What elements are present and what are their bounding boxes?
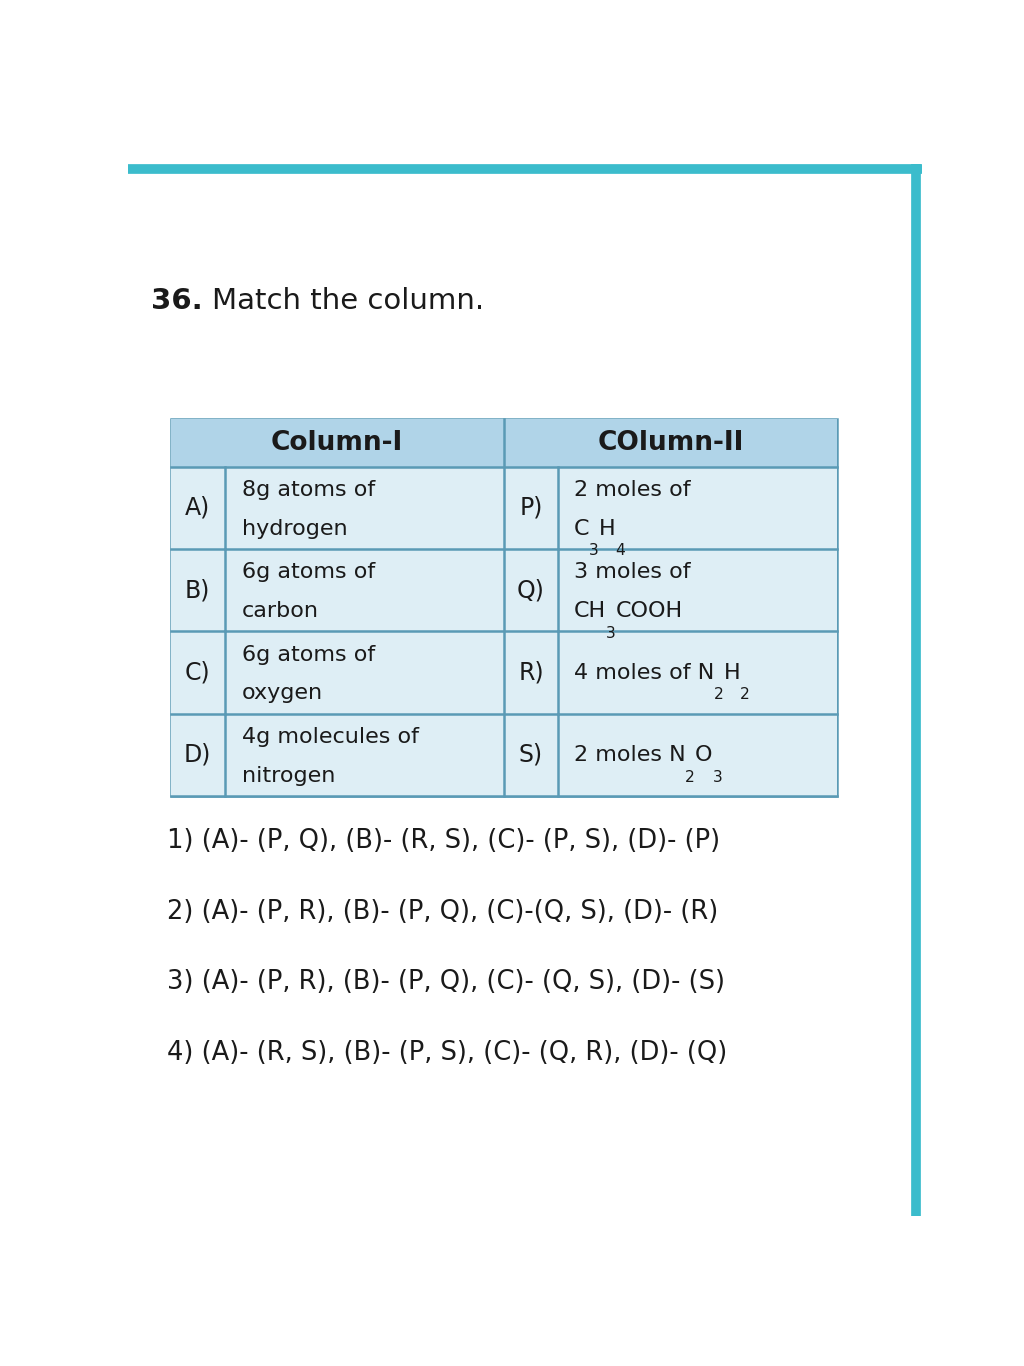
Text: 2 moles N: 2 moles N (573, 744, 685, 765)
Text: 2: 2 (740, 687, 750, 702)
Text: C): C) (185, 661, 211, 684)
Text: A): A) (185, 496, 210, 519)
Bar (504, 467, 838, 549)
Bar (504, 631, 838, 713)
Text: 36.: 36. (152, 287, 203, 316)
Text: COOH: COOH (615, 601, 683, 622)
Text: H: H (599, 519, 615, 538)
Text: C: C (573, 519, 589, 538)
Text: 4) (A)- (R, S), (B)- (P, S), (C)- (Q, R), (D)- (Q): 4) (A)- (R, S), (B)- (P, S), (C)- (Q, R)… (167, 1041, 727, 1067)
Text: Column-I: Column-I (271, 430, 403, 456)
Text: 4 moles of N: 4 moles of N (573, 663, 714, 683)
Text: 2: 2 (714, 687, 724, 702)
Text: nitrogen: nitrogen (242, 766, 335, 785)
Text: carbon: carbon (242, 601, 318, 622)
Text: 2 moles of: 2 moles of (573, 479, 690, 500)
Text: 8g atoms of: 8g atoms of (242, 479, 375, 500)
Text: 3 moles of: 3 moles of (573, 563, 690, 582)
Text: 2) (A)- (P, R), (B)- (P, Q), (C)-(Q, S), (D)- (R): 2) (A)- (P, R), (B)- (P, Q), (C)-(Q, S),… (167, 899, 718, 925)
Bar (504, 549, 838, 631)
Text: P): P) (519, 496, 543, 519)
Text: B): B) (185, 578, 211, 602)
Text: 4g molecules of: 4g molecules of (242, 727, 419, 747)
Text: 6g atoms of: 6g atoms of (242, 563, 375, 582)
Bar (171, 419, 838, 796)
Text: R): R) (518, 661, 544, 684)
Text: 3: 3 (589, 544, 599, 559)
Text: 2: 2 (685, 769, 695, 784)
Text: CH: CH (573, 601, 606, 622)
Bar (171, 549, 504, 631)
Text: H: H (724, 663, 740, 683)
Text: 4: 4 (615, 544, 626, 559)
Bar (171, 467, 504, 549)
Text: O: O (695, 744, 713, 765)
Text: D): D) (184, 743, 211, 766)
Text: 3) (A)- (P, R), (B)- (P, Q), (C)- (Q, S), (D)- (S): 3) (A)- (P, R), (B)- (P, Q), (C)- (Q, S)… (167, 970, 725, 996)
Bar (171, 713, 504, 796)
Text: 6g atoms of: 6g atoms of (242, 645, 375, 665)
Bar (171, 631, 504, 713)
Text: oxygen: oxygen (242, 683, 323, 703)
Text: 1) (A)- (P, Q), (B)- (R, S), (C)- (P, S), (D)- (P): 1) (A)- (P, Q), (B)- (R, S), (C)- (P, S)… (167, 828, 720, 854)
Text: Q): Q) (517, 578, 545, 602)
Text: hydrogen: hydrogen (242, 519, 347, 538)
Text: 3: 3 (713, 769, 722, 784)
Text: Match the column.: Match the column. (212, 287, 483, 316)
Text: COlumn-II: COlumn-II (597, 430, 743, 456)
Text: S): S) (519, 743, 543, 766)
Bar (171, 419, 838, 467)
Bar (504, 713, 838, 796)
Text: 3: 3 (606, 626, 615, 641)
